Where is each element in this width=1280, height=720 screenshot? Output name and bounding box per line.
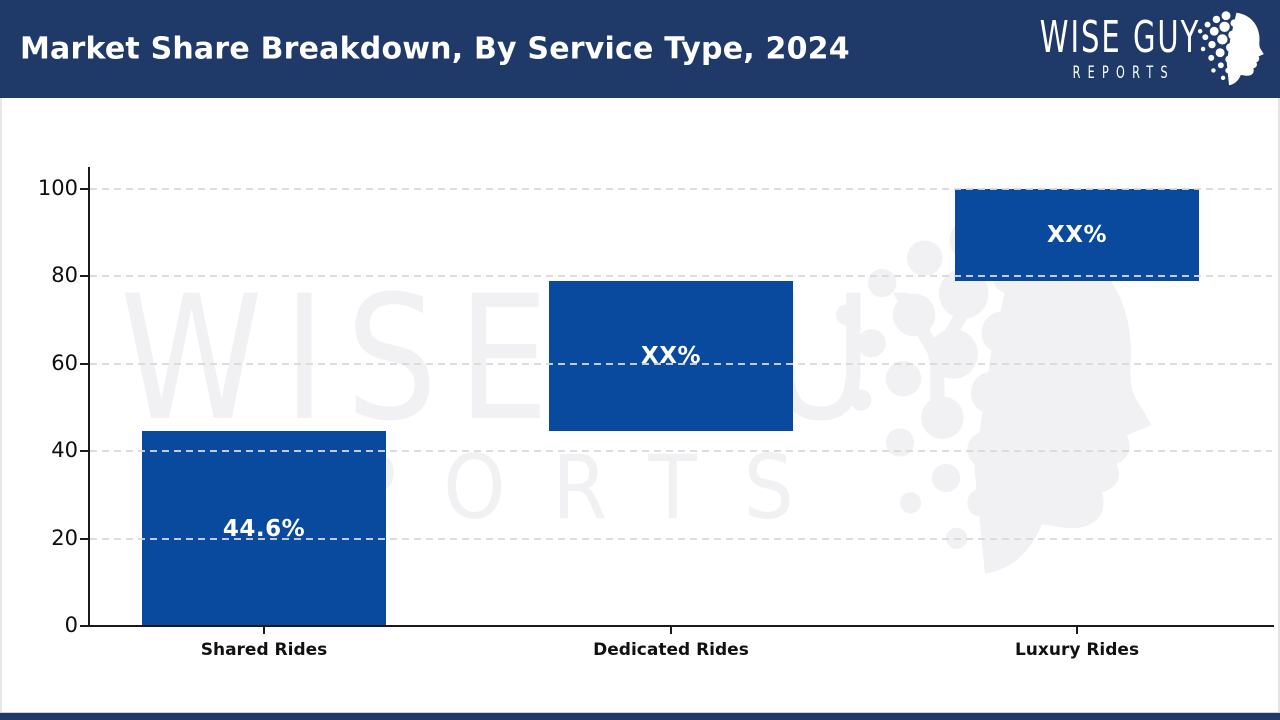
header-bar: Market Share Breakdown, By Service Type,… bbox=[0, 0, 1280, 98]
bar-luxury-rides: XX% bbox=[955, 189, 1199, 281]
y-axis-tick-label: 0 bbox=[64, 613, 78, 637]
logo-text: WISE GUY REPORTS bbox=[1039, 11, 1200, 83]
bar-dedicated-rides: XX% bbox=[549, 280, 793, 432]
x-axis-label: Dedicated Rides bbox=[593, 640, 749, 660]
gridline-100 bbox=[90, 188, 1272, 190]
y-axis-tick-label: 80 bbox=[51, 263, 78, 288]
gridline-80 bbox=[90, 275, 1272, 278]
bar-value-label: XX% bbox=[640, 342, 701, 369]
x-axis-line bbox=[88, 625, 1274, 627]
y-tick-mark bbox=[80, 450, 89, 453]
y-tick-mark bbox=[80, 362, 89, 365]
bar-value-label: XX% bbox=[1046, 221, 1107, 248]
logo-subtitle: REPORTS bbox=[1072, 62, 1175, 83]
bottom-hairline bbox=[0, 712, 1280, 713]
y-axis-tick-label: 60 bbox=[51, 350, 78, 375]
x-tick-mark bbox=[670, 627, 672, 634]
content-border bbox=[0, 98, 1280, 713]
x-tick-mark bbox=[263, 627, 265, 634]
wise-guy-reports-logo: WISE GUY REPORTS bbox=[957, 6, 1266, 92]
logo-wordmark: WISE GUY bbox=[1039, 11, 1200, 63]
bar-value-label: 44.6% bbox=[222, 515, 306, 542]
y-tick-mark bbox=[80, 275, 89, 278]
dotted-head-profile-icon bbox=[1197, 11, 1264, 86]
x-tick-mark bbox=[1076, 627, 1078, 634]
page-title: Market Share Breakdown, By Service Type,… bbox=[20, 31, 850, 67]
gridline-20 bbox=[90, 537, 1272, 540]
y-axis-line bbox=[88, 167, 90, 627]
x-axis-label: Luxury Rides bbox=[1014, 640, 1140, 660]
gridline-40 bbox=[90, 450, 1272, 453]
gridline-60 bbox=[90, 362, 1272, 365]
y-axis-tick-label: 100 bbox=[37, 176, 78, 200]
bar-shared-rides: 44.6% bbox=[142, 431, 386, 626]
x-axis-label: Shared Rides bbox=[200, 640, 328, 660]
footer-bar bbox=[0, 713, 1280, 720]
y-tick-mark bbox=[80, 537, 89, 540]
y-axis-tick-label: 40 bbox=[51, 438, 78, 463]
y-axis-tick-label: 20 bbox=[51, 525, 78, 550]
y-tick-mark bbox=[80, 625, 89, 627]
y-tick-mark bbox=[80, 188, 89, 190]
